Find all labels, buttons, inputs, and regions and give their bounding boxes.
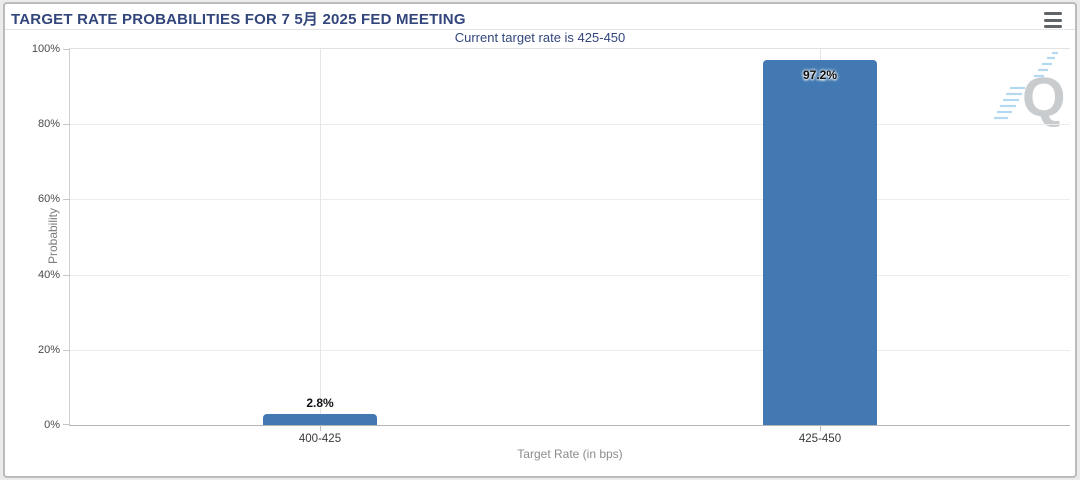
ytick-label-60: 60% (37, 193, 60, 206)
chart-card (3, 2, 1077, 478)
ytick-label-40: 40% (37, 268, 60, 281)
chart-title: TARGET RATE PROBABILITIES FOR 7 5月 2025 … (11, 11, 466, 28)
chart-subtitle: Current target rate is 425-450 (454, 30, 626, 45)
bar-value-label-400-425: 2.8% (306, 396, 334, 411)
gridline-20 (70, 349, 1070, 351)
gridline-40 (70, 274, 1070, 276)
y-axis-title: Probability (46, 207, 60, 265)
gridline-60 (70, 199, 1070, 201)
xtick-label-400-425: 400-425 (298, 433, 342, 445)
bar-value-label-425-450: 97.2% (802, 67, 838, 82)
ytick-label-20: 20% (37, 343, 60, 356)
gridline-cat-400-425 (319, 49, 321, 425)
xtick-label-425-450: 425-450 (798, 433, 842, 445)
ytick-label-0: 0% (44, 419, 60, 431)
bar-425-450[interactable] (763, 59, 877, 425)
ytick-label-80: 80% (37, 118, 60, 131)
hamburger-menu-icon[interactable] (1044, 12, 1062, 28)
plot-area: 0% 20% 40% 60% 80% 100% 2.8% 97.2% 400-4… (32, 43, 1070, 461)
title-divider (5, 29, 1075, 30)
ytick-label-100: 100% (31, 43, 60, 55)
bar-400-425[interactable] (263, 414, 377, 425)
x-axis-title: Target Rate (in bps) (517, 447, 623, 461)
gridline-80 (70, 124, 1070, 126)
